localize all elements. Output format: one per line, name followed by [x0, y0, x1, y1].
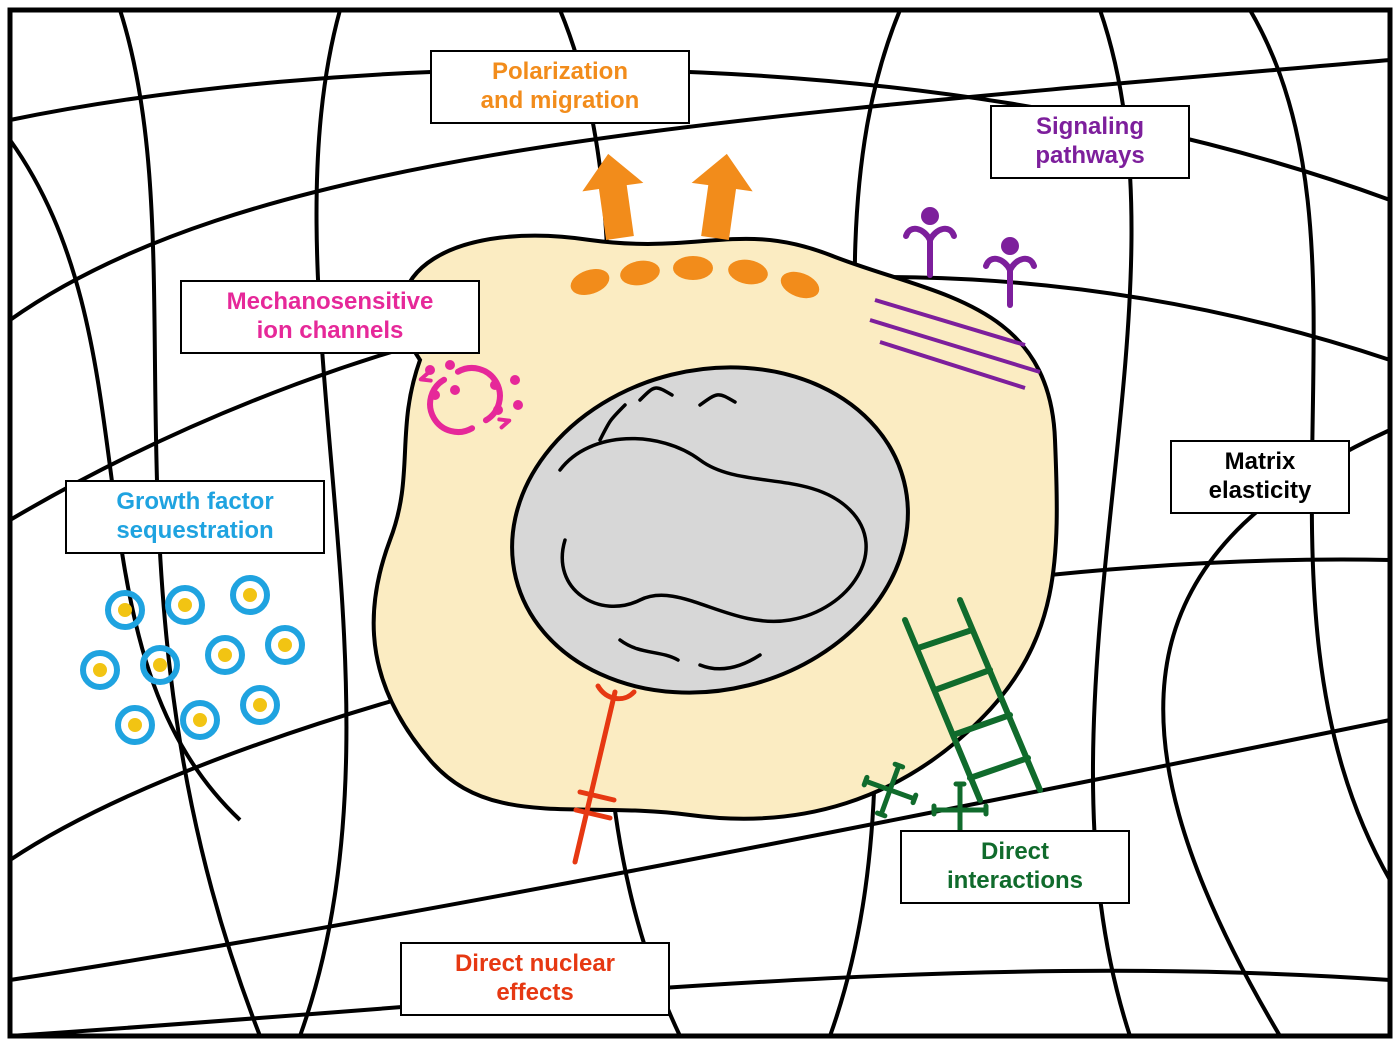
label-matrix-elasticity: Matrix elasticity — [1170, 440, 1350, 514]
label-polarization: Polarization and migration — [430, 50, 690, 124]
label-direct-interactions: Direct interactions — [900, 830, 1130, 904]
diagram-canvas: Polarization and migration Signaling pat… — [0, 0, 1400, 1046]
label-growth-factor: Growth factor sequestration — [65, 480, 325, 554]
label-direct-nuclear: Direct nuclear effects — [400, 942, 670, 1016]
label-signaling: Signaling pathways — [990, 105, 1190, 179]
label-mechanosensitive: Mechanosensitive ion channels — [180, 280, 480, 354]
